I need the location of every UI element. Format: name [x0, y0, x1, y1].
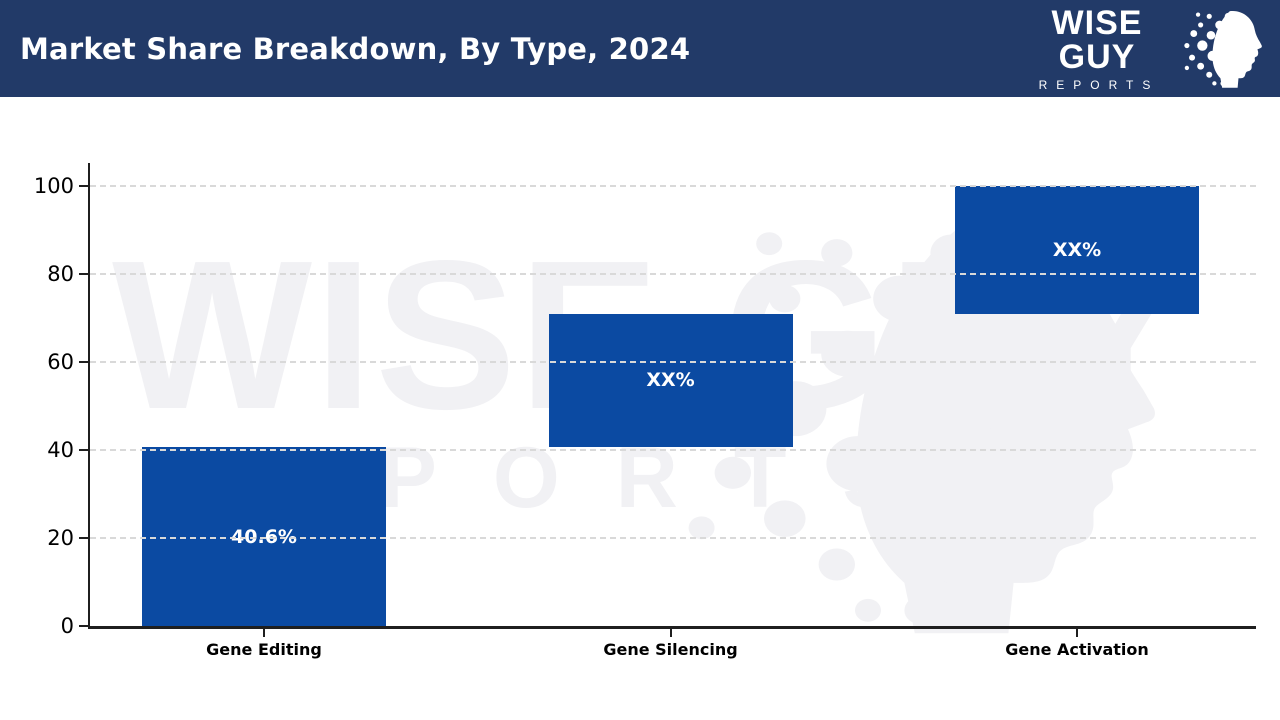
logo-subtitle: REPORTS — [1038, 78, 1160, 92]
x-axis-tick-3 — [1076, 629, 1078, 637]
x-axis-tick-1 — [263, 629, 265, 637]
y-axis-tick-label-100: 100 — [33, 174, 74, 198]
y-axis-tick-label-20: 20 — [47, 526, 74, 550]
y-axis-tick-label-40: 40 — [47, 438, 74, 462]
chart-area: WISE GUY REPORTS 0 20 40 60 80 1 — [0, 97, 1280, 720]
bar-value-label: XX% — [646, 369, 695, 392]
gridline-60 — [90, 361, 1256, 363]
logo-wordmark: WISE GUY — [1051, 4, 1143, 76]
x-axis-label-1: Gene Editing — [206, 640, 322, 659]
y-axis-tick-40 — [79, 449, 88, 451]
bar-value-label: XX% — [1052, 238, 1102, 261]
bar-gene-silencing: XX% — [548, 313, 793, 448]
bar-gene-activation: XX% — [955, 186, 1199, 314]
bar-gene-editing: 40.6% — [142, 447, 386, 626]
logo-text: WISE GUY REPORTS — [1016, 6, 1178, 92]
gridline-100 — [90, 185, 1256, 187]
y-axis-tick-label-80: 80 — [47, 262, 74, 286]
y-axis-tick-label-60: 60 — [47, 350, 74, 374]
y-axis-line — [88, 163, 90, 628]
logo-head-icon — [1184, 10, 1262, 88]
bar-value-label: 40.6% — [231, 525, 297, 548]
y-axis-tick-80 — [79, 273, 88, 275]
y-axis-tick-20 — [79, 537, 88, 539]
gridline-80 — [90, 273, 1256, 275]
logo: WISE GUY REPORTS — [1016, 6, 1266, 92]
y-axis-tick-label-0: 0 — [60, 614, 74, 638]
page-title: Market Share Breakdown, By Type, 2024 — [20, 31, 691, 66]
x-axis-label-3: Gene Activation — [1005, 640, 1149, 659]
y-axis-tick-0 — [79, 625, 88, 627]
gridline-40 — [90, 449, 1256, 451]
x-axis-tick-2 — [669, 629, 672, 637]
header: Market Share Breakdown, By Type, 2024 WI… — [0, 0, 1280, 97]
y-axis-tick-100 — [79, 185, 88, 187]
x-axis-label-2: Gene Silencing — [603, 640, 738, 659]
gridline-20 — [90, 537, 1256, 539]
x-axis-line — [88, 626, 1256, 629]
y-axis-tick-60 — [79, 361, 88, 363]
